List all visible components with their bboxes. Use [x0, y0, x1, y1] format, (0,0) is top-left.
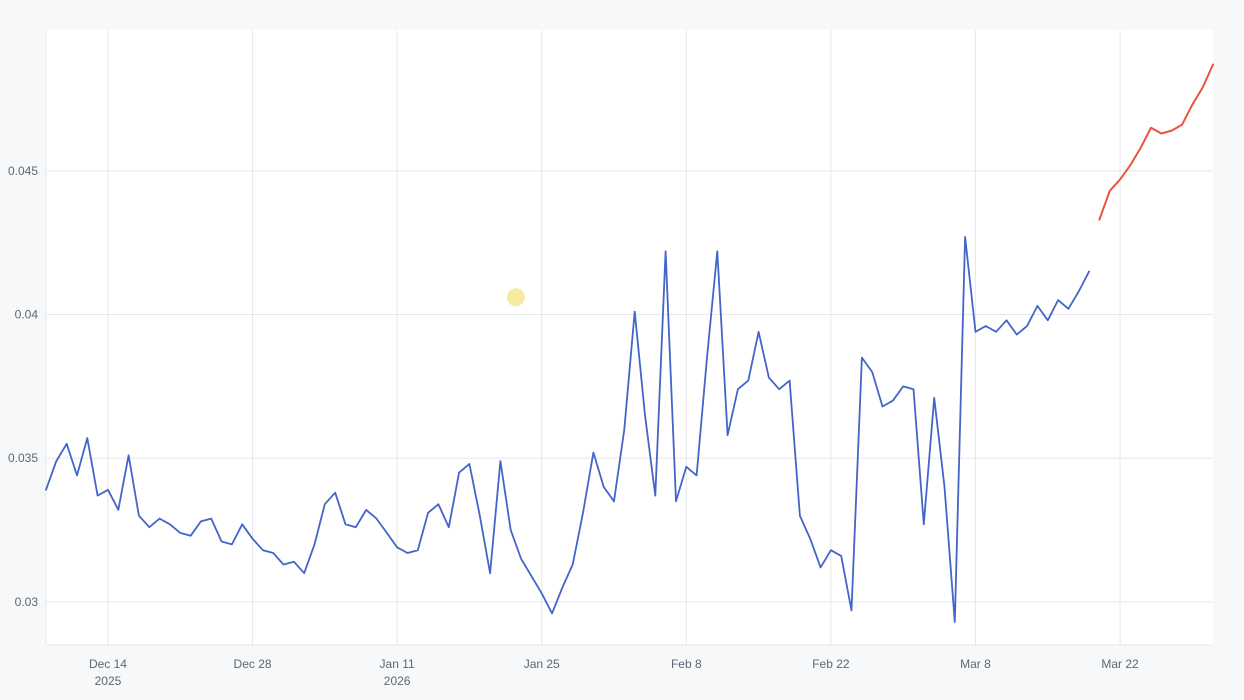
x-axis-label: Mar 22 — [1101, 657, 1139, 671]
x-axis-label: Jan 25 — [524, 657, 560, 671]
y-axis-label: 0.03 — [15, 595, 39, 609]
x-axis-label: Feb 22 — [812, 657, 850, 671]
price-history-line — [45, 235, 1090, 623]
x-axis-label: Jan 11 — [380, 657, 415, 671]
highlight-dot — [506, 288, 525, 307]
y-axis-label: 0.04 — [15, 308, 39, 322]
x-axis-year-label: 2026 — [384, 674, 411, 688]
y-axis-label: 0.045 — [8, 164, 38, 178]
x-axis-label: Feb 8 — [671, 657, 702, 671]
plot-area — [46, 30, 1213, 645]
y-axis-label: 0.035 — [8, 451, 38, 465]
x-axis-label: Dec 28 — [234, 657, 272, 671]
x-axis-label: Dec 14 — [89, 657, 127, 671]
price-forecast-line — [1098, 63, 1214, 221]
x-axis-year-label: 2025 — [95, 674, 122, 688]
x-axis-label: Mar 8 — [960, 657, 991, 671]
